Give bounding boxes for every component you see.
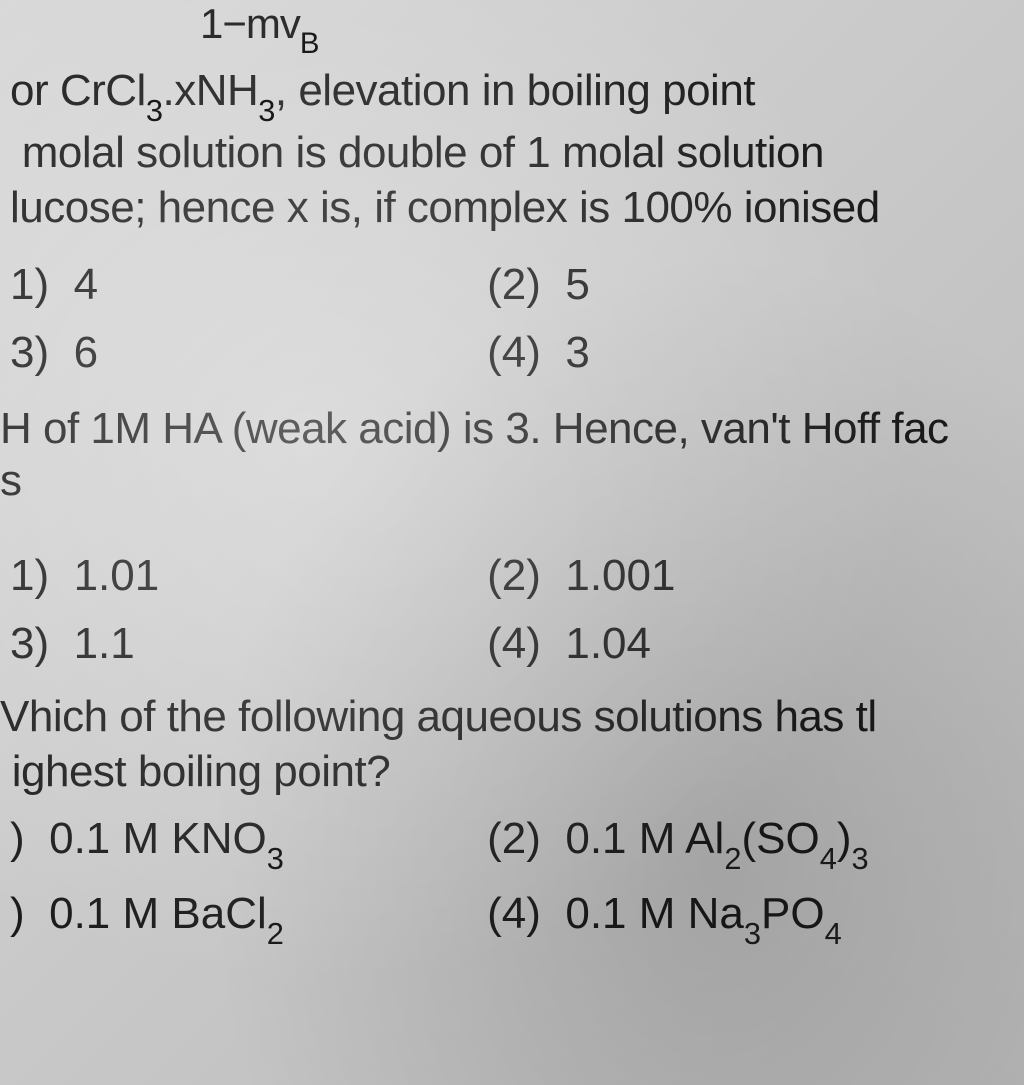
question1-text: or CrCl3.xNH3, elevation in boiling poin… bbox=[0, 63, 1004, 234]
q1-opt2-val: 5 bbox=[565, 260, 589, 309]
q1-line1-mid: .xNH bbox=[162, 66, 258, 115]
q3-opt4-pre: 0.1 M Na bbox=[565, 889, 744, 938]
q3-opt3-pre: 0.1 M BaCl bbox=[49, 889, 267, 938]
q3-line1: Vhich of the following aqueous solutions… bbox=[0, 692, 877, 741]
q2-opt1-num: 1) bbox=[10, 551, 49, 600]
q3-opt2-sub1: 2 bbox=[724, 841, 741, 876]
q2-option3: 3) 1.1 bbox=[10, 619, 487, 669]
q3-option4: (4) 0.1 M Na3PO4 bbox=[487, 889, 1004, 946]
q2-options-row2: 3) 1.1 (4) 1.04 bbox=[0, 619, 1004, 669]
q1-opt2-num: (2) bbox=[487, 260, 541, 309]
q3-option1: ) 0.1 M KNO3 bbox=[10, 814, 487, 871]
q2-option1: 1) 1.01 bbox=[10, 551, 487, 601]
q1-opt3-num: 3) bbox=[10, 328, 49, 377]
q2-opt2-num: (2) bbox=[487, 551, 541, 600]
q2-opt4-val: 1.04 bbox=[565, 619, 651, 668]
q3-opt2-sub3: 3 bbox=[851, 841, 868, 876]
q2-options-row1: 1) 1.01 (2) 1.001 bbox=[0, 551, 1004, 601]
q3-opt4-mid: PO bbox=[761, 889, 825, 938]
q1-option1: 1) 4 bbox=[10, 260, 487, 310]
q3-opt1-sub: 3 bbox=[267, 841, 284, 876]
q3-opt2-num: (2) bbox=[487, 814, 541, 863]
q3-opt2-mid: (SO bbox=[741, 814, 819, 863]
q1-line1-post: , elevation in boiling point bbox=[275, 66, 755, 115]
q2-opt4-num: (4) bbox=[487, 619, 541, 668]
q1-options-row2: 3) 6 (4) 3 bbox=[0, 328, 1004, 378]
q2-line1: H of 1M HA (weak acid) is 3. Hence, van'… bbox=[0, 404, 949, 453]
question3-text: Vhich of the following aqueous solutions… bbox=[0, 689, 1004, 799]
q2-option2: (2) 1.001 bbox=[487, 551, 1004, 601]
q1-line3: lucose; hence x is, if complex is 100% i… bbox=[10, 183, 880, 232]
q3-line2: ighest boiling point? bbox=[12, 747, 390, 796]
q3-opt4-sub1: 3 bbox=[744, 916, 761, 951]
q3-option2: (2) 0.1 M Al2(SO4)3 bbox=[487, 814, 1004, 871]
q1-opt1-num: 1) bbox=[10, 260, 49, 309]
q1-option3: 3) 6 bbox=[10, 328, 487, 378]
q1-option2: (2) 5 bbox=[487, 260, 1004, 310]
q3-opt4-sub2: 4 bbox=[825, 916, 842, 951]
q3-options-row2: ) 0.1 M BaCl2 (4) 0.1 M Na3PO4 bbox=[0, 889, 1004, 946]
question2-text: H of 1M HA (weak acid) is 3. Hence, van'… bbox=[0, 403, 1004, 509]
q2-opt3-val: 1.1 bbox=[74, 619, 135, 668]
q1-line1-pre: or CrCl bbox=[10, 66, 146, 115]
q2-line2: s bbox=[0, 456, 22, 505]
q2-option4: (4) 1.04 bbox=[487, 619, 1004, 669]
fragment-text: 1−mv bbox=[200, 0, 300, 47]
q3-opt1-pre: 0.1 M KNO bbox=[49, 814, 267, 863]
q1-opt4-num: (4) bbox=[487, 328, 541, 377]
fragment-top: 1−mvB bbox=[0, 0, 1004, 55]
q2-opt2-val: 1.001 bbox=[565, 551, 675, 600]
q1-sub1: 3 bbox=[146, 93, 163, 128]
q3-opt2-post: ) bbox=[837, 814, 852, 863]
q2-opt1-val: 1.01 bbox=[74, 551, 160, 600]
q1-line2: molal solution is double of 1 molal solu… bbox=[22, 128, 824, 177]
q1-sub2: 3 bbox=[258, 93, 275, 128]
q3-options-row1: ) 0.1 M KNO3 (2) 0.1 M Al2(SO4)3 bbox=[0, 814, 1004, 871]
q3-opt1-num: ) bbox=[10, 814, 25, 863]
q3-opt2-pre: 0.1 M Al bbox=[565, 814, 724, 863]
q3-opt4-num: (4) bbox=[487, 889, 541, 938]
q1-opt1-val: 4 bbox=[74, 260, 98, 309]
q1-opt3-val: 6 bbox=[74, 328, 98, 377]
q1-option4: (4) 3 bbox=[487, 328, 1004, 378]
q3-opt3-sub: 2 bbox=[267, 916, 284, 951]
q1-options-row1: 1) 4 (2) 5 bbox=[0, 260, 1004, 310]
q3-opt2-sub2: 4 bbox=[820, 841, 837, 876]
q3-opt3-num: ) bbox=[10, 889, 25, 938]
q1-opt4-val: 3 bbox=[565, 328, 589, 377]
fragment-sub: B bbox=[300, 27, 319, 60]
q2-opt3-num: 3) bbox=[10, 619, 49, 668]
page-content: 1−mvB or CrCl3.xNH3, elevation in boilin… bbox=[0, 0, 1024, 984]
q3-option3: ) 0.1 M BaCl2 bbox=[10, 889, 487, 946]
